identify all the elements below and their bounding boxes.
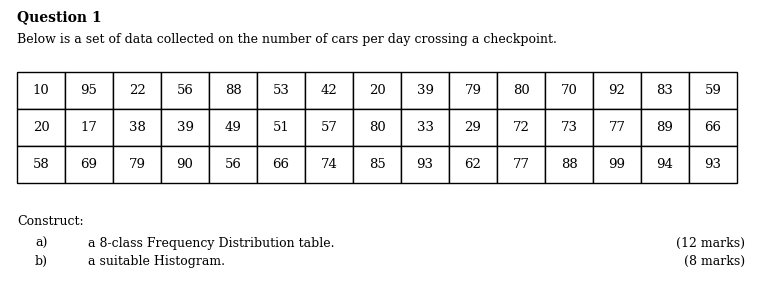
Text: 77: 77 bbox=[512, 158, 530, 171]
Text: a 8-class Frequency Distribution table.: a 8-class Frequency Distribution table. bbox=[88, 237, 335, 250]
Bar bbox=[65, 72, 113, 109]
Text: 39: 39 bbox=[416, 84, 434, 97]
Bar bbox=[641, 72, 689, 109]
Text: 79: 79 bbox=[129, 158, 145, 171]
Bar bbox=[449, 72, 497, 109]
Bar bbox=[593, 72, 641, 109]
Text: 88: 88 bbox=[561, 158, 578, 171]
Text: 77: 77 bbox=[609, 121, 626, 134]
Text: 72: 72 bbox=[513, 121, 530, 134]
Bar bbox=[353, 146, 401, 183]
Bar bbox=[209, 109, 257, 146]
Bar bbox=[257, 109, 305, 146]
Bar bbox=[497, 146, 545, 183]
Bar bbox=[17, 109, 65, 146]
Bar bbox=[209, 146, 257, 183]
Text: a): a) bbox=[35, 237, 47, 250]
Text: 83: 83 bbox=[657, 84, 673, 97]
Bar bbox=[305, 146, 353, 183]
Text: 59: 59 bbox=[705, 84, 721, 97]
Bar bbox=[689, 109, 737, 146]
Bar bbox=[401, 72, 449, 109]
Text: 90: 90 bbox=[177, 158, 193, 171]
Bar bbox=[449, 146, 497, 183]
Bar bbox=[209, 72, 257, 109]
Text: 66: 66 bbox=[705, 121, 721, 134]
Bar bbox=[65, 109, 113, 146]
Bar bbox=[641, 109, 689, 146]
Text: 22: 22 bbox=[129, 84, 145, 97]
Text: 51: 51 bbox=[272, 121, 289, 134]
Bar bbox=[257, 72, 305, 109]
Bar bbox=[593, 146, 641, 183]
Bar bbox=[257, 146, 305, 183]
Text: 73: 73 bbox=[561, 121, 578, 134]
Bar bbox=[353, 72, 401, 109]
Bar bbox=[305, 109, 353, 146]
Bar bbox=[689, 72, 737, 109]
Text: Construct:: Construct: bbox=[17, 215, 84, 228]
Bar bbox=[545, 146, 593, 183]
Text: 95: 95 bbox=[81, 84, 97, 97]
Text: 56: 56 bbox=[177, 84, 193, 97]
Bar bbox=[113, 109, 161, 146]
Bar bbox=[161, 146, 209, 183]
Bar bbox=[449, 109, 497, 146]
Text: Question 1: Question 1 bbox=[17, 10, 102, 24]
Text: 17: 17 bbox=[81, 121, 97, 134]
Text: 49: 49 bbox=[224, 121, 241, 134]
Bar bbox=[401, 109, 449, 146]
Text: 53: 53 bbox=[272, 84, 289, 97]
Text: 29: 29 bbox=[464, 121, 482, 134]
Text: 85: 85 bbox=[368, 158, 385, 171]
Text: 74: 74 bbox=[320, 158, 337, 171]
Text: 57: 57 bbox=[320, 121, 337, 134]
Text: (12 marks): (12 marks) bbox=[676, 237, 745, 250]
Text: 99: 99 bbox=[609, 158, 626, 171]
Bar bbox=[641, 146, 689, 183]
Text: 38: 38 bbox=[129, 121, 145, 134]
Bar bbox=[353, 109, 401, 146]
Text: 42: 42 bbox=[320, 84, 337, 97]
Text: 79: 79 bbox=[464, 84, 482, 97]
Text: 92: 92 bbox=[609, 84, 626, 97]
Text: 56: 56 bbox=[224, 158, 241, 171]
Text: 20: 20 bbox=[33, 121, 49, 134]
Bar bbox=[401, 146, 449, 183]
Text: 80: 80 bbox=[513, 84, 530, 97]
Text: 58: 58 bbox=[33, 158, 49, 171]
Text: 89: 89 bbox=[657, 121, 673, 134]
Text: 80: 80 bbox=[368, 121, 385, 134]
Bar bbox=[113, 72, 161, 109]
Bar bbox=[17, 146, 65, 183]
Bar bbox=[161, 109, 209, 146]
Text: b): b) bbox=[35, 255, 48, 268]
Bar bbox=[113, 146, 161, 183]
Bar bbox=[545, 72, 593, 109]
Text: 93: 93 bbox=[705, 158, 721, 171]
Text: 70: 70 bbox=[561, 84, 578, 97]
Bar bbox=[65, 146, 113, 183]
Text: Below is a set of data collected on the number of cars per day crossing a checkp: Below is a set of data collected on the … bbox=[17, 33, 557, 46]
Text: 94: 94 bbox=[657, 158, 673, 171]
Bar bbox=[497, 72, 545, 109]
Bar bbox=[497, 109, 545, 146]
Bar bbox=[17, 72, 65, 109]
Bar bbox=[689, 146, 737, 183]
Text: 69: 69 bbox=[81, 158, 97, 171]
Bar bbox=[305, 72, 353, 109]
Text: 20: 20 bbox=[368, 84, 385, 97]
Text: 93: 93 bbox=[416, 158, 434, 171]
Bar bbox=[161, 72, 209, 109]
Text: 62: 62 bbox=[464, 158, 482, 171]
Text: a suitable Histogram.: a suitable Histogram. bbox=[88, 255, 225, 268]
Text: 39: 39 bbox=[177, 121, 193, 134]
Text: 88: 88 bbox=[224, 84, 241, 97]
Text: 10: 10 bbox=[33, 84, 49, 97]
Bar bbox=[593, 109, 641, 146]
Text: 66: 66 bbox=[272, 158, 289, 171]
Text: (8 marks): (8 marks) bbox=[684, 255, 745, 268]
Text: 33: 33 bbox=[416, 121, 434, 134]
Bar bbox=[545, 109, 593, 146]
